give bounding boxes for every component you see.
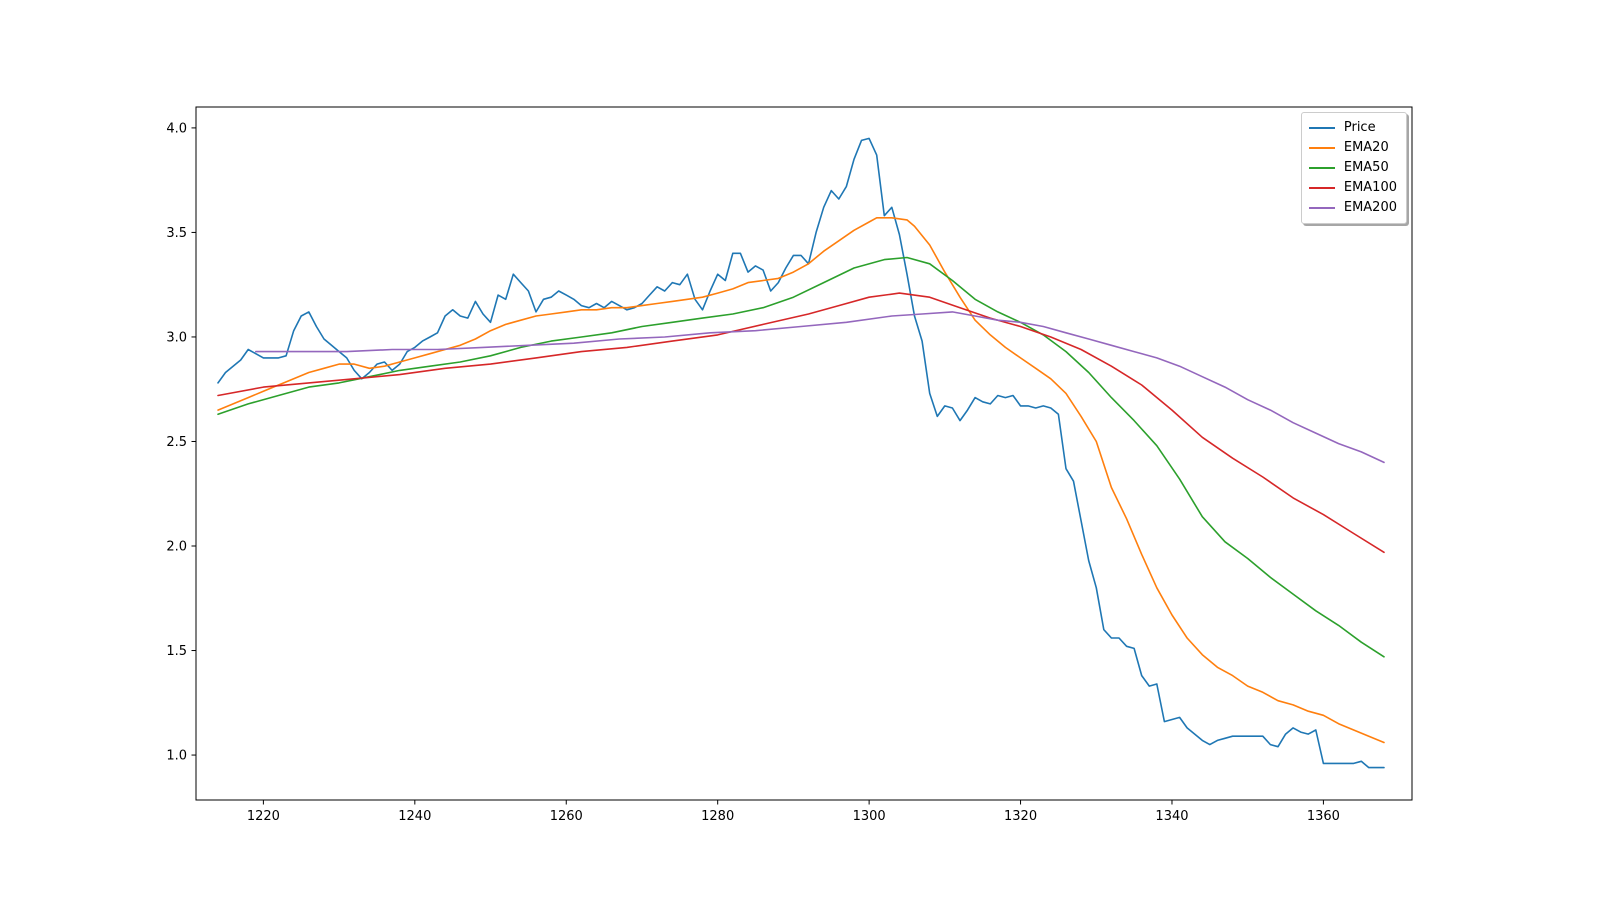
x-tick-label: 1240: [398, 809, 431, 824]
legend-item-ema20: EMA20: [1308, 138, 1397, 158]
y-tick-label: 3.5: [166, 226, 187, 241]
plot-spines: [195, 106, 1413, 801]
x-tick-label: 1340: [1155, 809, 1188, 824]
y-tick-label: 1.0: [166, 749, 187, 764]
series-lines: [217, 137, 1385, 769]
legend-label: EMA200: [1343, 200, 1397, 215]
legend-item-ema200: EMA200: [1308, 198, 1397, 218]
legend: Price EMA20 EMA50 EMA100 EMA200: [1300, 112, 1407, 224]
legend-label: EMA100: [1343, 180, 1397, 195]
y-tick-label: 2.0: [166, 540, 187, 555]
x-tick-label: 1260: [550, 809, 583, 824]
ema200-line-swatch: [1308, 207, 1335, 209]
legend-label: EMA20: [1343, 140, 1389, 155]
ema20-line-swatch: [1308, 147, 1335, 149]
x-tick-label: 1360: [1307, 809, 1340, 824]
series-line-ema20: [217, 217, 1385, 744]
legend-label: EMA50: [1343, 160, 1389, 175]
series-line-ema50: [217, 256, 1385, 658]
price-line-swatch: [1308, 127, 1335, 129]
series-line-price: [217, 137, 1385, 769]
legend-item-ema50: EMA50: [1308, 158, 1397, 178]
plot-border: [195, 106, 1413, 801]
y-tick-label: 1.5: [166, 644, 187, 659]
series-line-ema200: [255, 311, 1385, 464]
x-tick-label: 1320: [1004, 809, 1037, 824]
legend-item-price: Price: [1308, 118, 1397, 138]
axis-tick-labels: 1220 1240 1260 1280 1300 1320 1340 1360 1.0 1.5 2.…: [166, 121, 1340, 824]
y-tick-label: 3.0: [166, 330, 187, 345]
ema50-line-swatch: [1308, 167, 1335, 169]
y-tick-label: 2.5: [166, 435, 187, 450]
x-tick-label: 1300: [853, 809, 886, 824]
axis-ticks: [191, 127, 1324, 805]
y-tick-label: 4.0: [166, 121, 187, 136]
series-line-ema100: [217, 292, 1385, 554]
legend-label: Price: [1343, 120, 1376, 135]
x-tick-label: 1220: [247, 809, 280, 824]
legend-item-ema100: EMA100: [1308, 178, 1397, 198]
x-tick-label: 1280: [701, 809, 734, 824]
ema100-line-swatch: [1308, 187, 1335, 189]
